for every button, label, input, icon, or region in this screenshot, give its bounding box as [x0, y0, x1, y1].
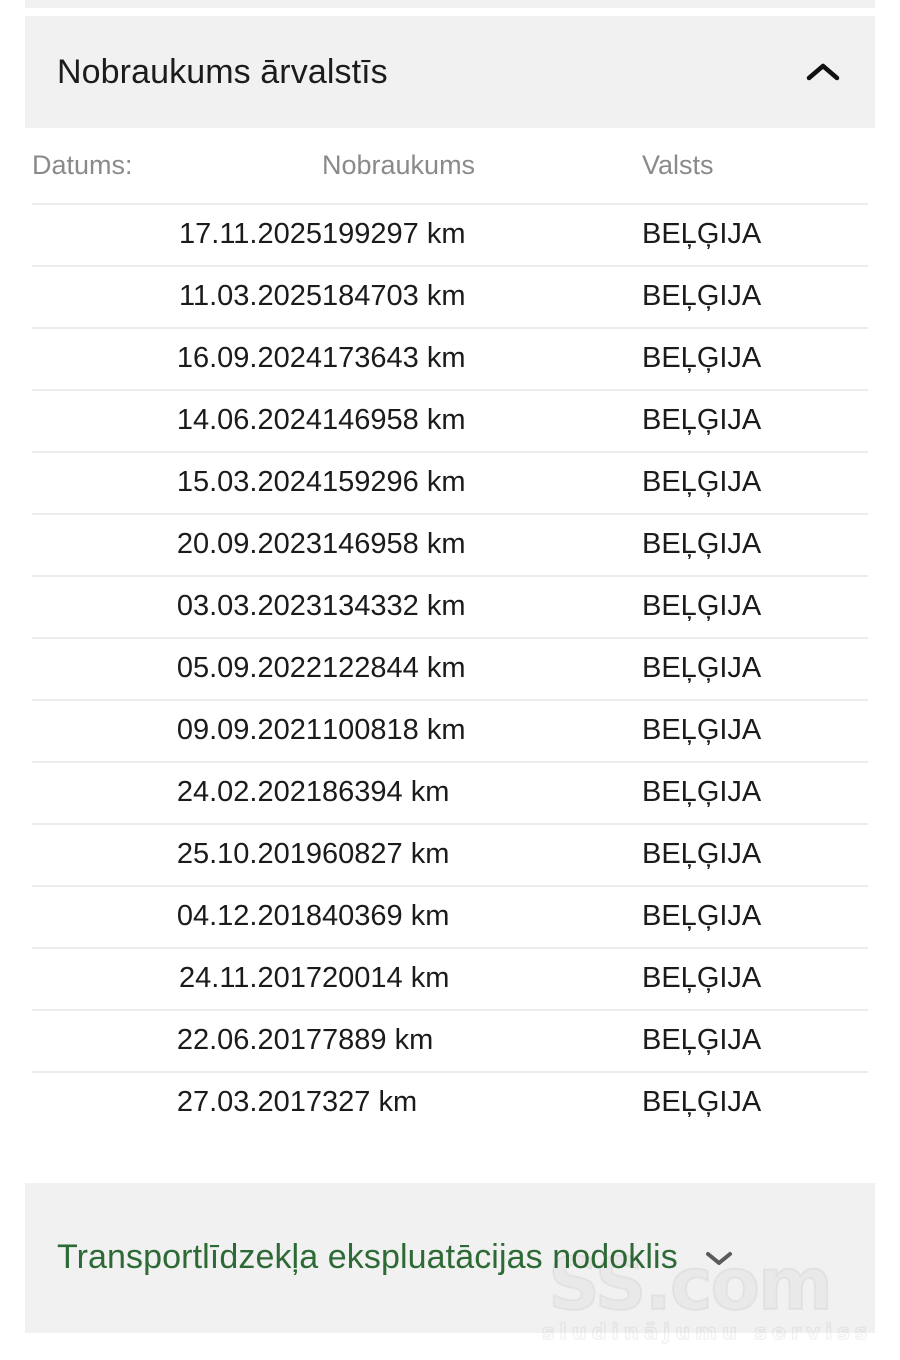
section-header-mileage-abroad[interactable]: Nobraukums ārvalstīs [25, 16, 875, 128]
cell-date: 16.09.2024 [32, 327, 322, 390]
cell-mileage: 134332 km [322, 575, 642, 638]
cell-date: 05.09.2022 [32, 637, 322, 700]
table-row: 27.03.2017 327 km BEĻĢIJA [32, 1071, 868, 1133]
cell-mileage: 199297 km [322, 203, 642, 266]
previous-section-edge [25, 0, 875, 8]
cell-country: BEĻĢIJA [642, 823, 868, 886]
table-row: 25.10.2019 60827 km BEĻĢIJA [32, 823, 868, 886]
cell-country: BEĻĢIJA [642, 947, 868, 1010]
cell-country: BEĻĢIJA [642, 327, 868, 390]
cell-mileage: 146958 km [322, 389, 642, 452]
table-head: Datums: Nobraukums Valsts [32, 150, 868, 204]
cell-mileage: 327 km [322, 1071, 642, 1133]
cell-mileage: 159296 km [322, 451, 642, 514]
cell-country: BEĻĢIJA [642, 637, 868, 700]
cell-date: 09.09.2021 [32, 699, 322, 762]
cell-date: 27.03.2017 [32, 1071, 322, 1133]
section-title-mileage-abroad: Nobraukums ārvalstīs [57, 52, 388, 91]
cell-mileage: 173643 km [322, 327, 642, 390]
table-row: 22.06.2017 7889 km BEĻĢIJA [32, 1009, 868, 1072]
section-title-vehicle-tax: Transportlīdzekļa ekspluatācijas nodokli… [57, 1238, 678, 1277]
cell-date: 14.06.2024 [32, 389, 322, 452]
cell-country: BEĻĢIJA [642, 1009, 868, 1072]
table-row: 05.09.2022 122844 km BEĻĢIJA [32, 637, 868, 700]
column-header-country: Valsts [642, 150, 714, 180]
cell-country: BEĻĢIJA [642, 265, 868, 328]
column-header-mileage: Nobraukums [322, 150, 476, 180]
cell-mileage: 146958 km [322, 513, 642, 576]
table-row: 14.06.2024 146958 km BEĻĢIJA [32, 389, 868, 452]
cell-country: BEĻĢIJA [642, 513, 868, 576]
table-row: 04.12.2018 40369 km BEĻĢIJA [32, 885, 868, 948]
cell-mileage: 86394 km [322, 761, 642, 824]
cell-country: BEĻĢIJA [642, 1071, 868, 1133]
cell-country: BEĻĢIJA [642, 699, 868, 762]
cell-mileage: 122844 km [322, 637, 642, 700]
table-row: 16.09.2024 173643 km BEĻĢIJA [32, 327, 868, 390]
table-row: 09.09.2021 100818 km BEĻĢIJA [32, 699, 868, 762]
cell-date: 04.12.2018 [32, 885, 322, 948]
cell-mileage: 100818 km [322, 699, 642, 762]
mileage-table-container: Datums: Nobraukums Valsts 17.11.2025 1992… [32, 150, 868, 1133]
cell-date: 17.11.2025 [32, 203, 322, 266]
table-body: 17.11.2025 199297 km BEĻĢIJA 11.03.2025 1847… [32, 203, 868, 1133]
table-header-row: Datums: Nobraukums Valsts [32, 150, 868, 204]
cell-country: BEĻĢIJA [642, 203, 868, 266]
table-row: 20.09.2023 146958 km BEĻĢIJA [32, 513, 868, 576]
cell-mileage: 7889 km [322, 1009, 642, 1072]
table-row: 11.03.2025 184703 km BEĻĢIJA [32, 265, 868, 328]
cell-mileage: 184703 km [322, 265, 642, 328]
table-row: 24.11.2017 20014 km BEĻĢIJA [32, 947, 868, 1010]
chevron-up-icon[interactable] [801, 61, 845, 83]
cell-country: BEĻĢIJA [642, 451, 868, 514]
cell-date: 25.10.2019 [32, 823, 322, 886]
cell-mileage: 40369 km [322, 885, 642, 948]
column-header-date: Datums: [32, 150, 133, 180]
cell-country: BEĻĢIJA [642, 389, 868, 452]
cell-country: BEĻĢIJA [642, 575, 868, 638]
table-row: 17.11.2025 199297 km BEĻĢIJA [32, 203, 868, 266]
cell-date: 24.11.2017 [32, 947, 322, 1010]
cell-date: 24.02.2021 [32, 761, 322, 824]
mileage-abroad-table: Datums: Nobraukums Valsts 17.11.2025 1992… [32, 150, 868, 1133]
cell-date: 11.03.2025 [32, 265, 322, 328]
cell-date: 15.03.2024 [32, 451, 322, 514]
cell-mileage: 20014 km [322, 947, 642, 1010]
cell-mileage: 60827 km [322, 823, 642, 886]
cell-date: 22.06.2017 [32, 1009, 322, 1072]
cell-date: 20.09.2023 [32, 513, 322, 576]
table-row: 03.03.2023 134332 km BEĻĢIJA [32, 575, 868, 638]
cell-country: BEĻĢIJA [642, 761, 868, 824]
section-header-vehicle-tax[interactable]: Transportlīdzekļa ekspluatācijas nodokli… [25, 1183, 875, 1333]
table-row: 24.02.2021 86394 km BEĻĢIJA [32, 761, 868, 824]
chevron-down-icon[interactable] [697, 1249, 741, 1267]
cell-date: 03.03.2023 [32, 575, 322, 638]
cell-country: BEĻĢIJA [642, 885, 868, 948]
table-row: 15.03.2024 159296 km BEĻĢIJA [32, 451, 868, 514]
